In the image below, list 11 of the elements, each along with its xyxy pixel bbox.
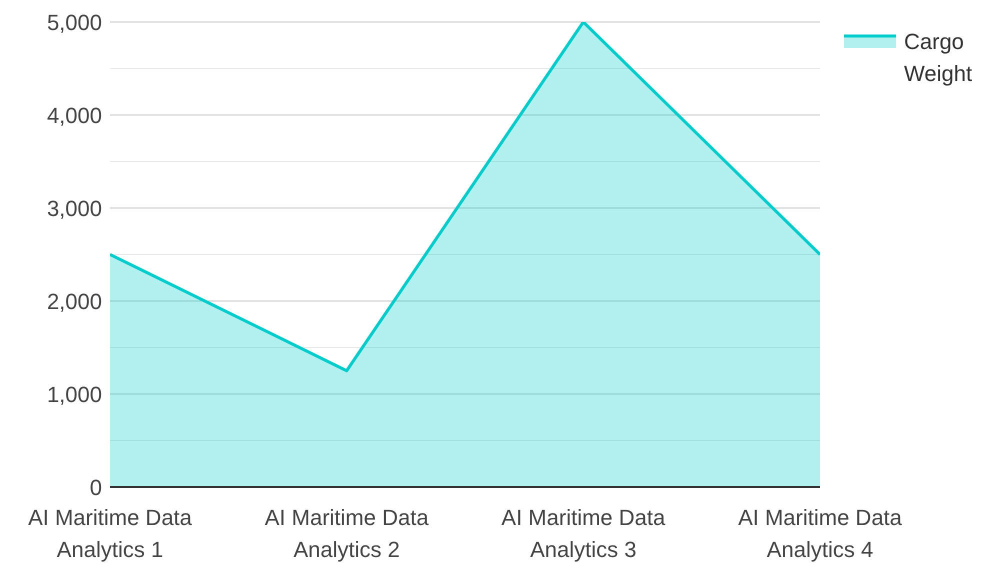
y-tick-label: 5,000 — [46, 10, 102, 35]
x-tick-label: AI Maritime Data Analytics 3 — [501, 505, 666, 562]
y-tick-label: 2,000 — [46, 288, 102, 314]
y-tick-label: 0 — [90, 474, 102, 500]
y-tick-label: 1,000 — [46, 382, 102, 407]
x-tick-label: AI Maritime Data Analytics 1 — [28, 505, 193, 562]
x-tick-label: AI Maritime Data Analytics 4 — [738, 505, 903, 562]
legend-label: Cargo Weight — [904, 28, 974, 88]
y-tick-label: 3,000 — [46, 196, 102, 221]
x-tick-label: AI Maritime Data Analytics 2 — [264, 505, 430, 562]
y-tick-label: 4,000 — [46, 102, 102, 128]
